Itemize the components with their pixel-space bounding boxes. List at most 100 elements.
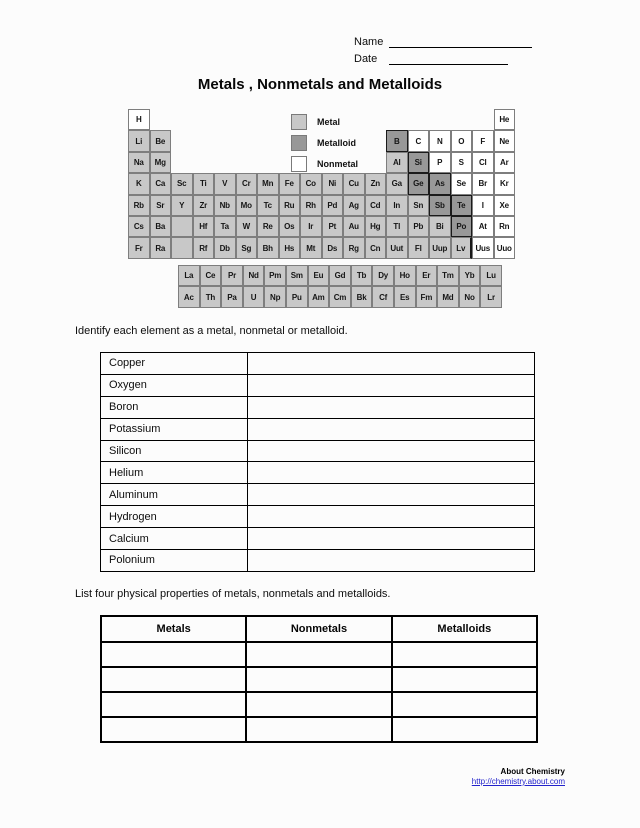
- element-cell-Zr: Zr: [192, 194, 214, 216]
- properties-header-row: Metals Nonmetals Metalloids: [99, 615, 539, 643]
- properties-blank-cell: [245, 691, 393, 718]
- answer-blank-cell: [247, 439, 535, 463]
- element-cell-Rb: Rb: [128, 194, 150, 216]
- element-name-cell: Calcium: [100, 527, 248, 551]
- element-cell-Th: Th: [199, 286, 222, 308]
- element-cell-Hg: Hg: [364, 215, 386, 238]
- answer-blank-cell: [247, 417, 535, 441]
- element-cell-Co: Co: [300, 173, 322, 195]
- identify-row: Copper: [100, 352, 535, 375]
- legend-label: Metal: [317, 116, 341, 127]
- element-cell-Rh: Rh: [300, 194, 322, 216]
- element-cell-Ti: Ti: [192, 173, 214, 195]
- element-cell-C: C: [407, 130, 429, 152]
- name-field-line: [389, 47, 532, 48]
- identify-row: Calcium: [100, 527, 535, 551]
- metalloid-swatch-icon: [291, 134, 307, 151]
- element-cell-V: V: [214, 173, 236, 195]
- element-cell-Uus: Uus: [472, 237, 494, 259]
- element-cell-Cr: Cr: [235, 173, 257, 195]
- element-cell-N: N: [429, 130, 451, 152]
- answer-blank-cell: [247, 461, 535, 485]
- element-cell-Pr: Pr: [221, 265, 243, 287]
- element-cell-F: F: [472, 130, 494, 152]
- element-cell-Na: Na: [128, 151, 150, 174]
- footer-link[interactable]: http://chemistry.about.com: [471, 777, 565, 786]
- element-cell-Pm: Pm: [264, 265, 286, 287]
- element-cell-Fe: Fe: [278, 173, 300, 195]
- properties-blank-cell: [390, 716, 539, 743]
- element-cell-Uup: Uup: [429, 237, 451, 259]
- element-cell-Dy: Dy: [372, 265, 394, 287]
- properties-header-cell: Metals: [99, 615, 248, 643]
- element-cell-Ta: Ta: [214, 215, 236, 238]
- element-cell-Sc: Sc: [171, 173, 193, 195]
- element-cell-Ga: Ga: [386, 173, 408, 195]
- element-cell-Sb: Sb: [429, 194, 451, 216]
- element-cell-Os: Os: [278, 215, 300, 238]
- identify-row: Aluminum: [100, 483, 535, 507]
- element-name-cell: Boron: [100, 395, 248, 419]
- nonmetal-swatch-icon: [291, 155, 307, 172]
- element-cell-Ge: Ge: [407, 173, 429, 195]
- element-cell-Gd: Gd: [329, 265, 351, 287]
- element-cell-Sn: Sn: [407, 194, 429, 216]
- element-cell-Yb: Yb: [458, 265, 481, 287]
- legend-label: Metalloid: [317, 137, 357, 148]
- element-cell-Mo: Mo: [235, 194, 257, 216]
- element-cell-O: O: [450, 130, 472, 152]
- properties-row: [99, 641, 539, 668]
- element-cell-H: H: [128, 109, 150, 131]
- element-cell-Pu: Pu: [285, 286, 308, 308]
- element-cell-Cl: Cl: [472, 151, 494, 174]
- element-cell-B: B: [386, 130, 408, 152]
- element-cell-P: P: [429, 151, 451, 174]
- properties-blank-cell: [245, 641, 393, 668]
- identify-row: Silicon: [100, 439, 535, 463]
- element-cell-Cs: Cs: [128, 215, 150, 238]
- element-cell-Ne: Ne: [493, 130, 515, 152]
- element-cell-Pd: Pd: [321, 194, 343, 216]
- properties-blank-cell: [99, 691, 248, 718]
- element-cell-Uut: Uut: [386, 237, 408, 259]
- metal-swatch-icon: [291, 113, 307, 130]
- element-cell-Br: Br: [472, 173, 494, 195]
- identify-row: Oxygen: [100, 373, 535, 397]
- answer-blank-cell: [247, 483, 535, 507]
- identify-table-body: Copper Oxygen Boron Potassium Silicon Helium A…: [100, 352, 535, 572]
- element-cell-Lv: Lv: [450, 237, 472, 259]
- element-cell-Db: Db: [214, 237, 236, 259]
- element-cell-Ru: Ru: [278, 194, 300, 216]
- element-cell-Cf: Cf: [372, 286, 394, 308]
- element-cell-Mg: Mg: [149, 151, 171, 174]
- element-cell-Al: Al: [386, 151, 408, 174]
- element-cell-Nd: Nd: [242, 265, 265, 287]
- properties-table-body: Metals Nonmetals Metalloids: [99, 615, 539, 743]
- identify-instruction: Identify each element as a metal, nonmet…: [75, 325, 348, 337]
- legend-item-nonmetal: Nonmetal: [291, 153, 358, 174]
- element-cell-Sg: Sg: [235, 237, 257, 259]
- element-cell-Ce: Ce: [199, 265, 222, 287]
- element-cell-Er: Er: [415, 265, 438, 287]
- properties-row: [99, 666, 539, 693]
- answer-blank-cell: [247, 549, 535, 572]
- legend: Metal Metalloid Nonmetal: [291, 111, 358, 174]
- element-cell-Rg: Rg: [343, 237, 365, 259]
- element-cell-Fm: Fm: [415, 286, 438, 308]
- legend-item-metalloid: Metalloid: [291, 132, 358, 153]
- element-cell-Tb: Tb: [350, 265, 373, 287]
- legend-label: Nonmetal: [317, 158, 359, 169]
- properties-blank-cell: [245, 716, 393, 743]
- element-cell-No: No: [458, 286, 481, 308]
- element-cell-Tl: Tl: [386, 215, 408, 238]
- answer-blank-cell: [247, 352, 535, 375]
- element-cell-Cn: Cn: [364, 237, 386, 259]
- element-cell-Am: Am: [307, 286, 330, 308]
- element-cell-Eu: Eu: [307, 265, 330, 287]
- element-cell-Re: Re: [257, 215, 279, 238]
- element-cell-W: W: [235, 215, 257, 238]
- element-cell-S: S: [450, 151, 472, 174]
- name-field-label: Name: [354, 36, 384, 48]
- element-name-cell: Helium: [100, 461, 248, 485]
- element-cell-Cu: Cu: [343, 173, 365, 195]
